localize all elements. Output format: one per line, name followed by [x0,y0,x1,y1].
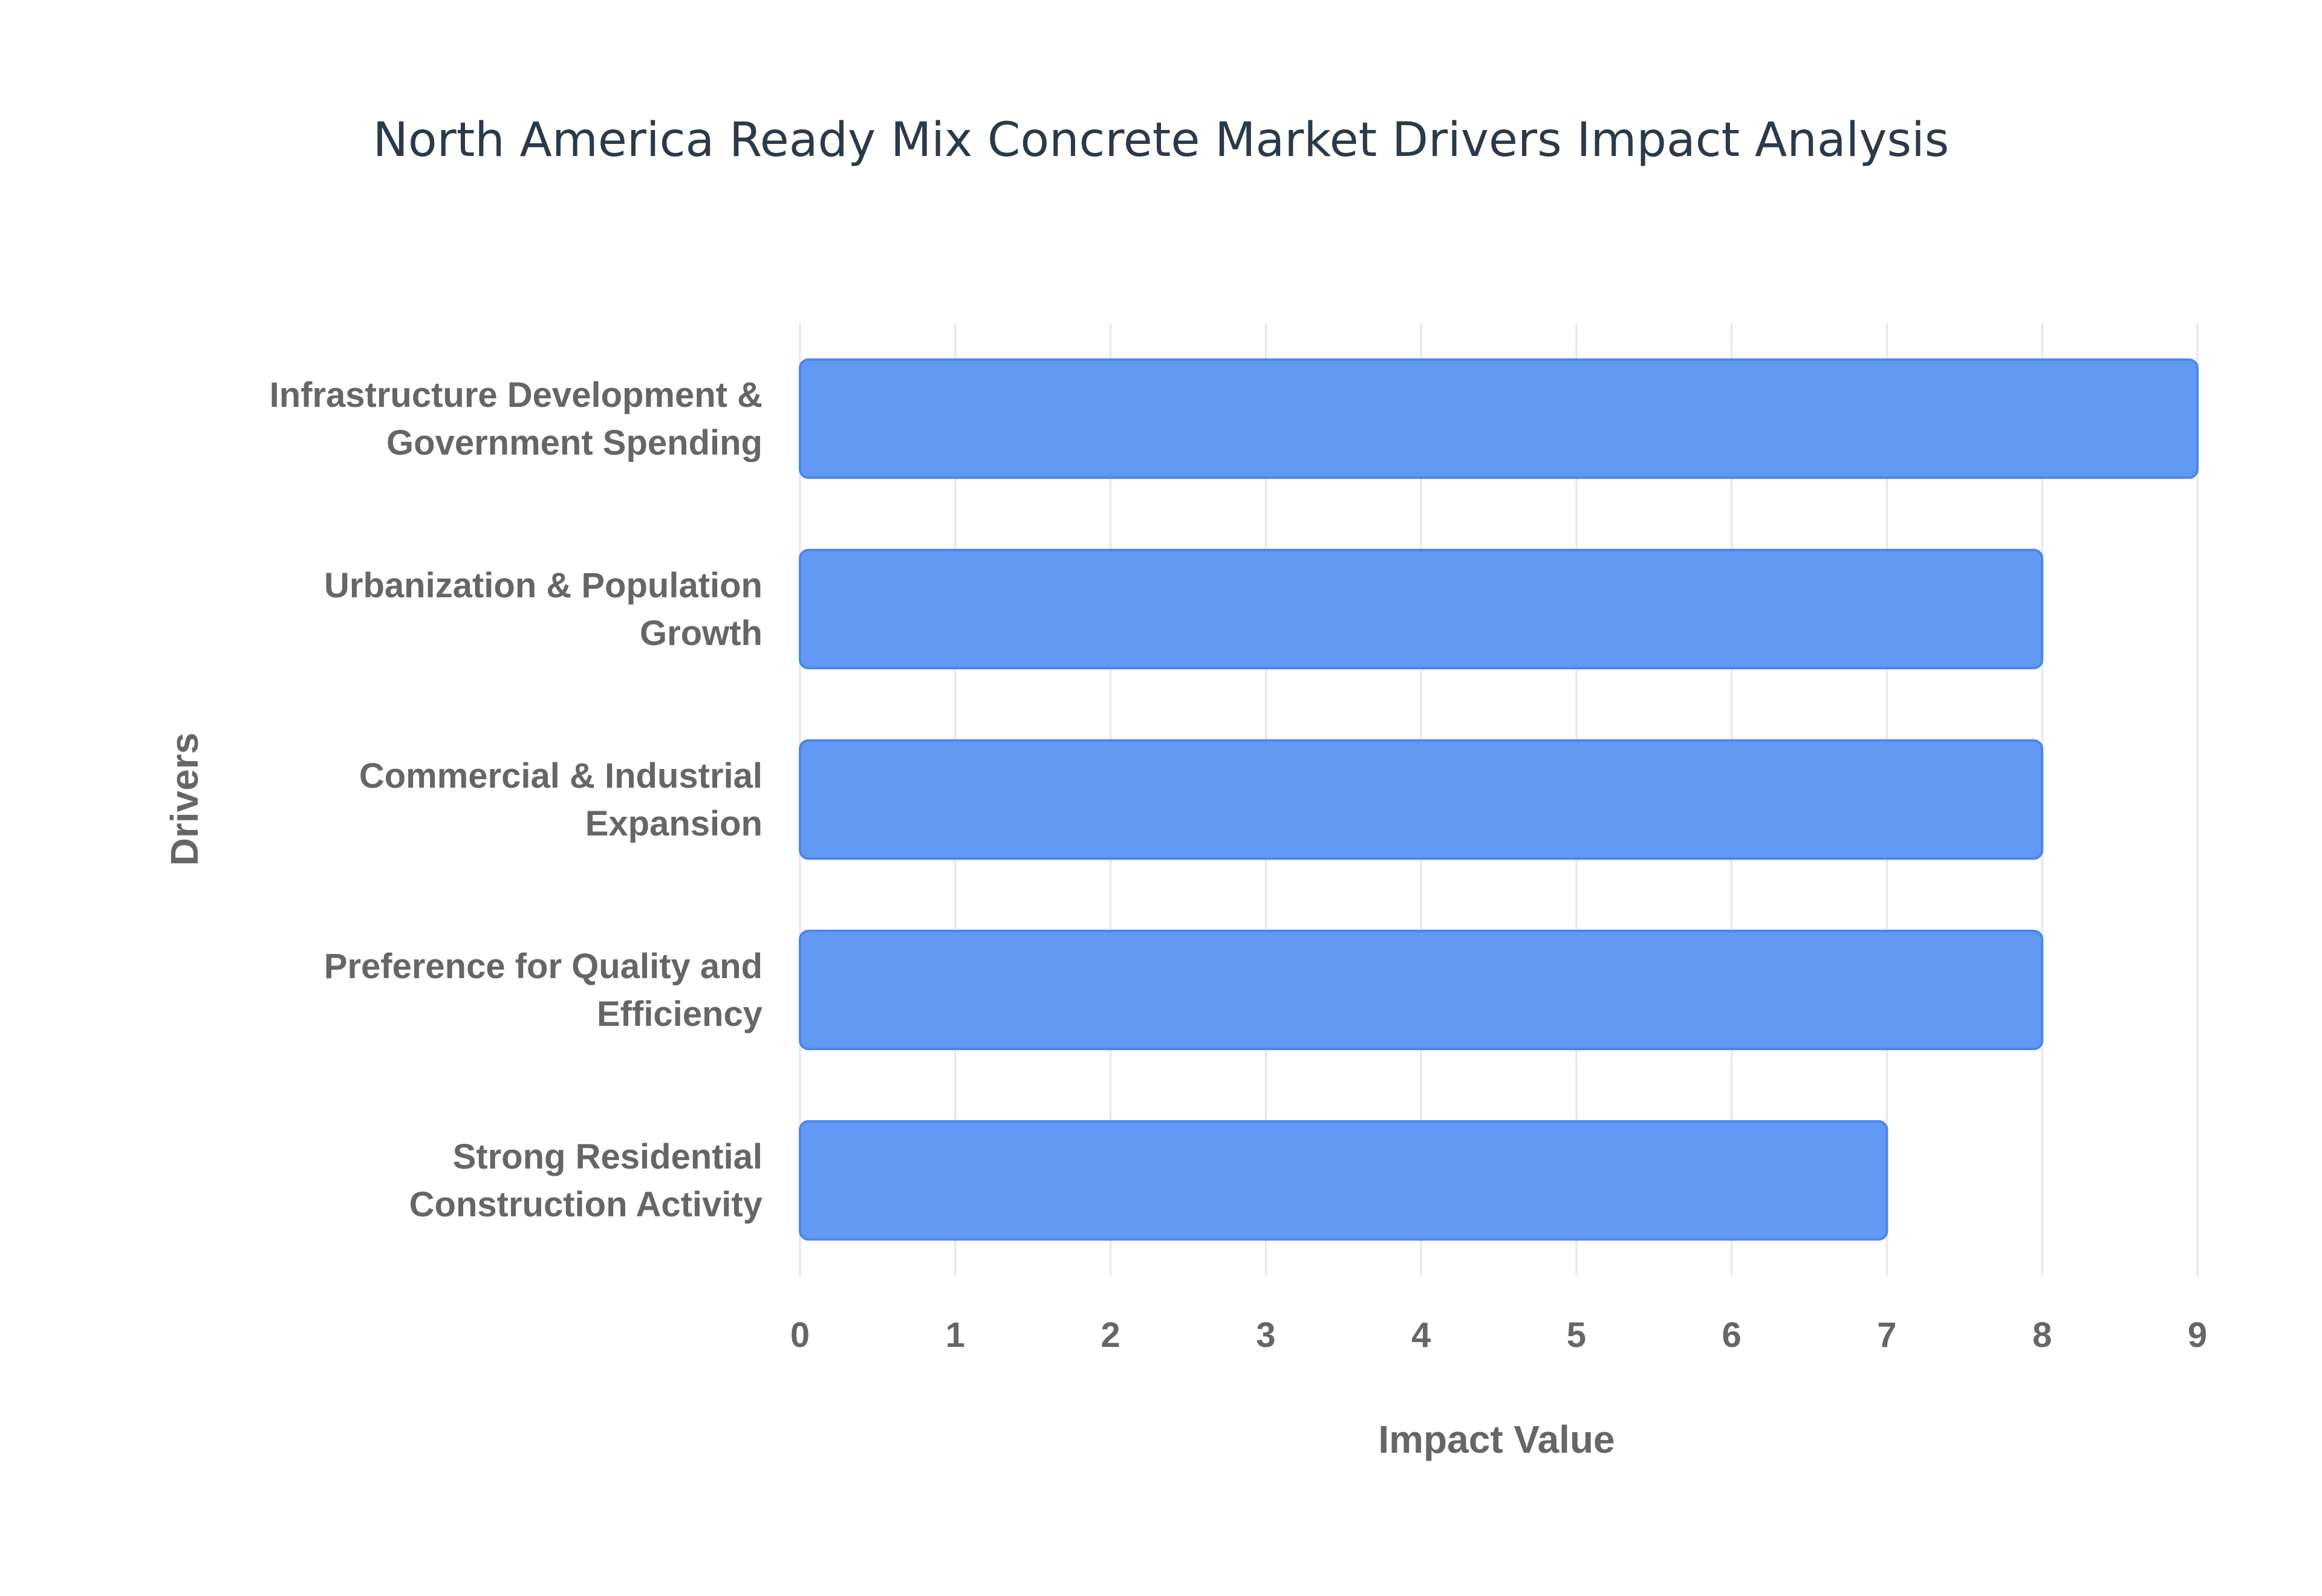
bar [799,1120,1888,1241]
x-tick-label: 2 [1101,1315,1120,1355]
bars [799,358,2199,1241]
y-axis-title: Drivers [163,733,206,866]
y-tick-label: Strong Residential Construction Activity [409,1137,763,1224]
x-tick-label: 6 [1722,1315,1742,1355]
x-tick-label: 8 [2032,1315,2052,1355]
x-tick-label: 4 [1411,1315,1431,1355]
x-tick-label: 7 [1877,1315,1896,1355]
x-axis-tick-labels: 0 1 2 3 4 5 6 7 8 9 [790,1315,2207,1355]
y-tick-label: Preference for Quality and Efficiency [324,947,763,1034]
y-tick-label: Infrastructure Development & Government S… [270,375,763,462]
x-tick-label: 3 [1256,1315,1275,1355]
x-tick-label: 0 [790,1315,810,1355]
x-tick-label: 9 [2188,1315,2207,1355]
y-tick-label: Urbanization & Population Growth [324,566,763,653]
x-tick-label: 5 [1567,1315,1586,1355]
x-axis-title: Impact Value [1378,1418,1615,1461]
y-tick-label: Commercial & Industrial Expansion [359,756,763,843]
y-axis-tick-labels: Infrastructure Development & Government S… [270,375,763,1224]
bar [799,929,2044,1051]
x-tick-label: 1 [946,1315,965,1355]
bar [799,548,2044,670]
chart-title: North America Ready Mix Concrete Market … [373,113,1950,167]
bar [799,739,2044,860]
bar [799,358,2199,479]
